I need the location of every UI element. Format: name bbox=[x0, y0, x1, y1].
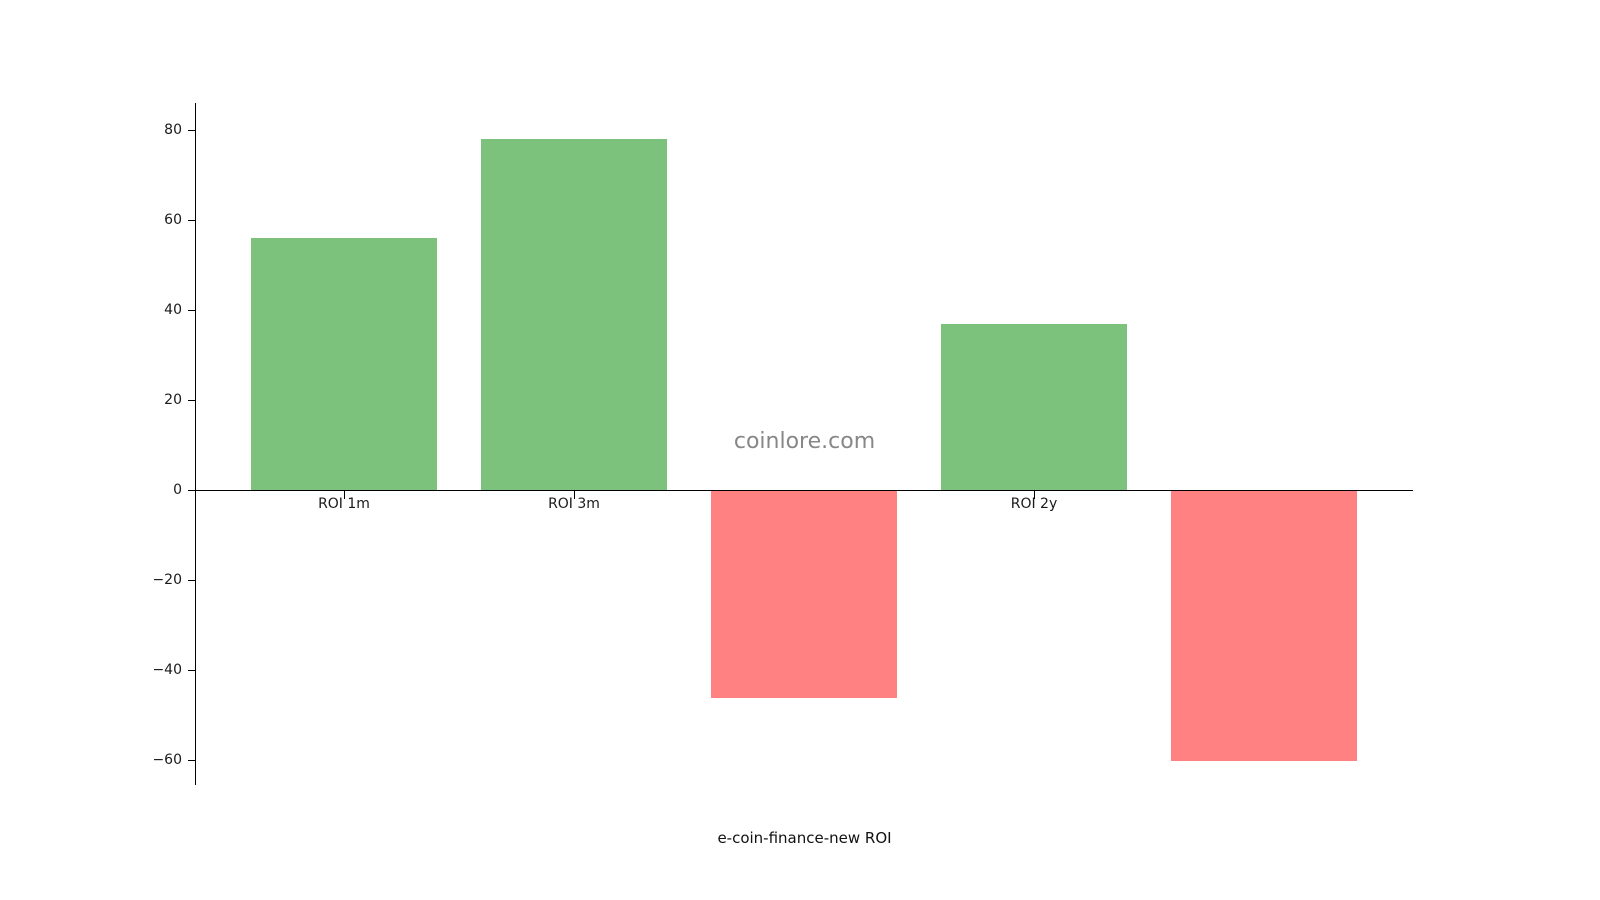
watermark: coinlore.com bbox=[733, 429, 876, 454]
x-tick-label: ROI 1m bbox=[318, 496, 370, 513]
y-axis-spine bbox=[195, 103, 196, 785]
y-tick-label: 20 bbox=[164, 392, 182, 409]
x-tick-mark bbox=[344, 491, 345, 500]
y-tick-mark bbox=[188, 490, 195, 492]
y-tick-mark bbox=[188, 220, 195, 222]
y-axis-ticks: 80 60 40 20 0 −20 −40 −60 bbox=[152, 103, 1413, 785]
x-axis-ticks: ROI 1m ROI 3m ROI 2y bbox=[196, 103, 1413, 785]
y-tick-label: 80 bbox=[164, 122, 182, 138]
y-tick-mark bbox=[188, 580, 195, 582]
bar-neg-2 bbox=[711, 491, 897, 699]
y-tick-label: −60 bbox=[152, 752, 182, 769]
x-tick-mark bbox=[1034, 491, 1035, 500]
y-tick-mark bbox=[188, 760, 195, 762]
y-tick-label: 0 bbox=[173, 482, 182, 499]
bar-neg-4 bbox=[1171, 491, 1357, 762]
bar-roi-2y bbox=[941, 323, 1127, 491]
y-tick-label: −20 bbox=[152, 572, 182, 589]
plot-area: 80 60 40 20 0 −20 −40 −60 ROI 1m ROI 3m ROI 2y co… bbox=[152, 103, 1413, 785]
chart-title: e-coin-finance-new ROI bbox=[717, 829, 892, 847]
y-tick-mark bbox=[188, 670, 195, 672]
bar-roi-3m bbox=[481, 139, 667, 491]
x-tick-label: ROI 3m bbox=[548, 496, 600, 513]
x-axis-line bbox=[196, 490, 1413, 492]
y-tick-label: 40 bbox=[164, 302, 182, 319]
y-tick-label: 60 bbox=[164, 212, 182, 229]
y-tick-mark bbox=[188, 400, 195, 402]
y-tick-mark bbox=[188, 130, 195, 131]
bars-layer bbox=[196, 103, 1413, 785]
x-tick-mark bbox=[574, 491, 575, 500]
y-tick-mark bbox=[188, 310, 195, 312]
x-tick-label: ROI 2y bbox=[1010, 496, 1058, 513]
bar-roi-1m bbox=[251, 238, 437, 491]
y-tick-label: −40 bbox=[152, 662, 182, 679]
